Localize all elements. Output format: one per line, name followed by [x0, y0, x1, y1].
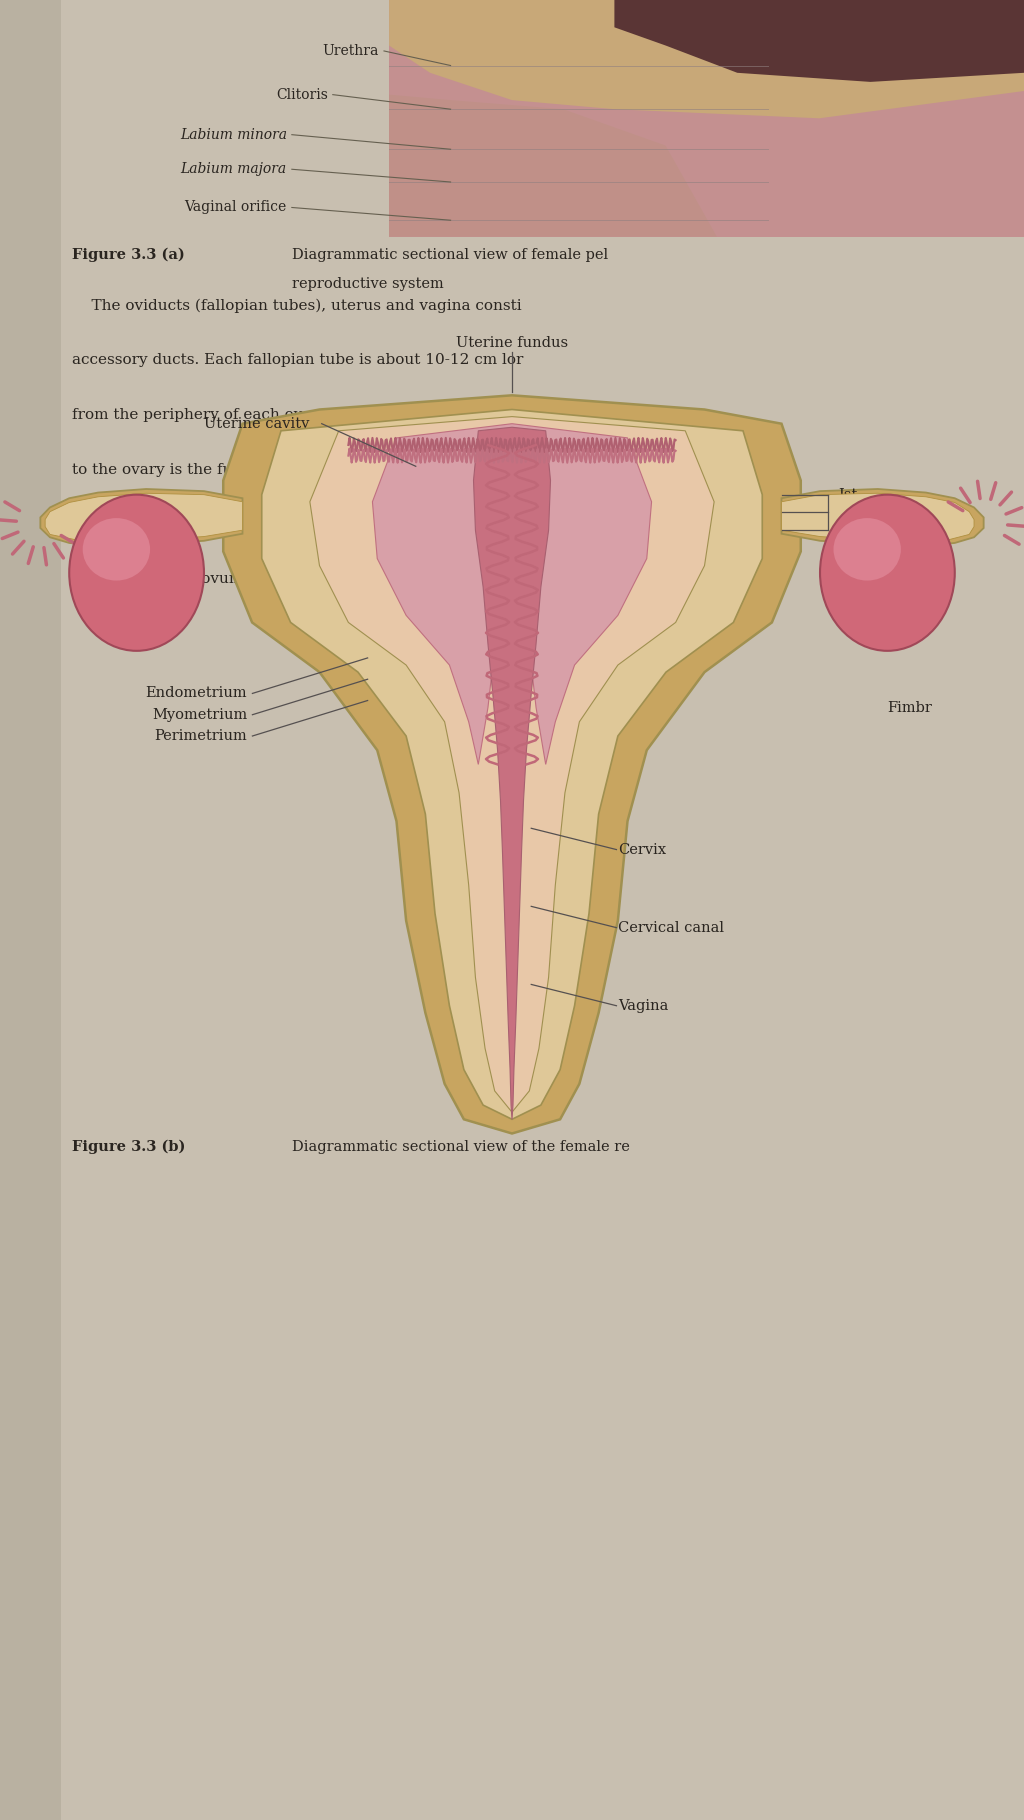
FancyBboxPatch shape: [0, 0, 61, 1820]
FancyBboxPatch shape: [389, 0, 1024, 237]
Text: Labium majora: Labium majora: [180, 162, 287, 177]
Ellipse shape: [820, 495, 954, 652]
Text: collection of the ovum after ovulation. The infundibulum l: collection of the ovum after ovulation. …: [72, 571, 518, 586]
Text: Ist: Ist: [838, 488, 857, 502]
Text: Cervix: Cervix: [618, 843, 667, 857]
Polygon shape: [45, 493, 243, 542]
Text: reproductive system: reproductive system: [292, 277, 443, 291]
Text: . The: . The: [637, 462, 676, 477]
Polygon shape: [614, 0, 1024, 82]
Polygon shape: [310, 417, 714, 1112]
Polygon shape: [389, 0, 1024, 118]
Polygon shape: [781, 490, 984, 546]
Text: Figure 3.3 (a): Figure 3.3 (a): [72, 248, 184, 262]
Text: infundibulum: infundibulum: [456, 462, 572, 477]
Ellipse shape: [70, 495, 204, 652]
Text: Vagina: Vagina: [618, 999, 669, 1012]
Polygon shape: [781, 493, 974, 542]
Polygon shape: [40, 490, 243, 546]
Text: Diagrammatic sectional view of female pel: Diagrammatic sectional view of female pe…: [292, 248, 608, 262]
Polygon shape: [473, 428, 551, 1119]
Text: An: An: [838, 506, 858, 519]
Text: Clitoris: Clitoris: [275, 87, 328, 102]
Text: Urethra: Urethra: [323, 44, 379, 58]
Text: The oviducts (fallopian tubes), uterus and vagina consti: The oviducts (fallopian tubes), uterus a…: [72, 298, 521, 313]
Text: Myometrium: Myometrium: [152, 708, 248, 723]
Polygon shape: [389, 95, 717, 237]
Text: accessory ducts. Each fallopian tube is about 10-12 cm lor: accessory ducts. Each fallopian tube is …: [72, 353, 523, 368]
Text: Cervical canal: Cervical canal: [618, 921, 725, 935]
Text: Diagrammatic sectional view of the female re: Diagrammatic sectional view of the femal…: [292, 1139, 630, 1154]
Text: from the periphery of each ovary to the uterus (Figure 3.3b).: from the periphery of each ovary to the …: [72, 408, 544, 422]
Polygon shape: [262, 410, 762, 1119]
Polygon shape: [223, 395, 801, 1134]
Text: Ovary: Ovary: [608, 630, 652, 644]
Text: Perimetrium: Perimetrium: [155, 730, 248, 743]
Ellipse shape: [834, 519, 901, 581]
Text: Inf: Inf: [838, 522, 858, 537]
Text: infundibulum possess finger-like projections called: infundibulum possess finger-like project…: [72, 517, 470, 531]
Text: Endometrium: Endometrium: [145, 686, 248, 701]
Text: Uterine fundus: Uterine fundus: [456, 337, 568, 349]
Text: to the ovary is the funnel-shaped: to the ovary is the funnel-shaped: [72, 462, 331, 477]
Text: Vaginal orifice: Vaginal orifice: [184, 200, 287, 215]
Ellipse shape: [83, 519, 151, 581]
Text: Figure 3.3 (b): Figure 3.3 (b): [72, 1139, 185, 1154]
Text: Uterine cavity: Uterine cavity: [204, 417, 309, 431]
Text: Labium minora: Labium minora: [180, 127, 287, 142]
Polygon shape: [373, 424, 651, 764]
Text: Fimbr: Fimbr: [888, 701, 932, 715]
Text: fimbriae: fimbriae: [653, 517, 726, 531]
